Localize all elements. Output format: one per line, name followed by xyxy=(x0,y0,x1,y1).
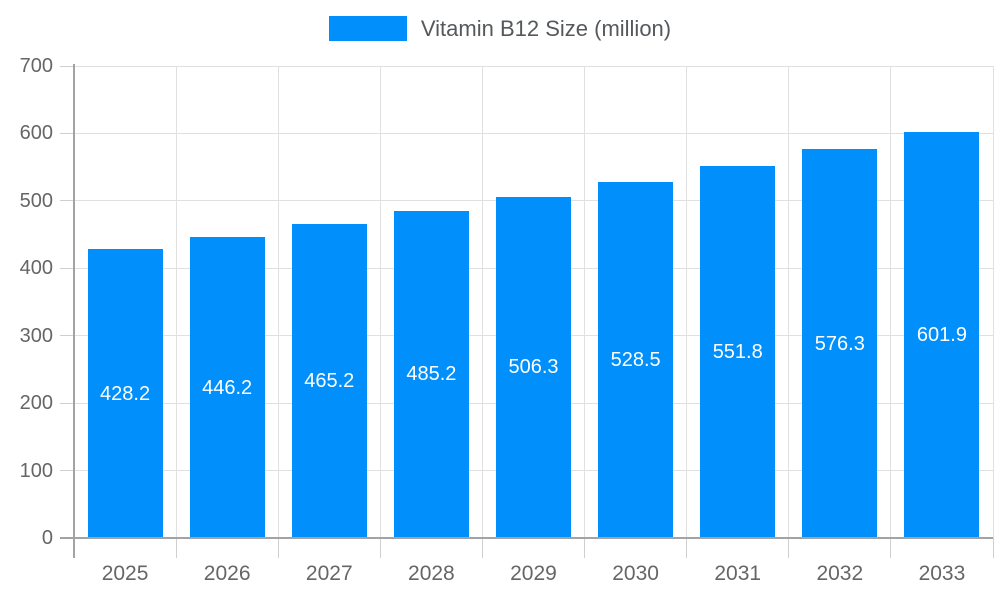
bar-value-label: 528.5 xyxy=(610,348,661,371)
y-tick-label: 500 xyxy=(19,189,53,212)
bar-value-label: 551.8 xyxy=(712,340,763,363)
bar-2032[interactable]: 576.3 xyxy=(802,149,878,538)
bar-value-label: 465.2 xyxy=(304,370,355,393)
bar-2033[interactable]: 601.9 xyxy=(904,132,980,538)
x-tick-2 xyxy=(277,538,279,558)
gridline-x-6 xyxy=(686,66,688,538)
bar-2026[interactable]: 446.2 xyxy=(189,237,265,538)
bar-2031[interactable]: 551.8 xyxy=(700,165,776,538)
x-tick-1 xyxy=(175,538,177,558)
y-axis-line xyxy=(73,64,75,558)
x-tick-8 xyxy=(890,538,892,558)
x-tick-label-2028: 2028 xyxy=(408,562,455,585)
y-tick-label: 700 xyxy=(19,55,53,77)
gridline-x-8 xyxy=(890,66,892,538)
y-tick-label: 200 xyxy=(19,392,53,415)
legend-swatch-icon xyxy=(328,16,407,41)
y-tick-label: 400 xyxy=(19,257,53,280)
y-tick-100 xyxy=(60,470,74,472)
gridline-x-3 xyxy=(379,66,381,538)
bar-value-label: 601.9 xyxy=(916,324,967,347)
legend-item[interactable]: Vitamin B12 Size (million) xyxy=(0,16,1000,41)
y-tick-300 xyxy=(60,335,74,337)
y-tick-label: 600 xyxy=(19,122,53,145)
gridline-x-9 xyxy=(992,66,994,538)
legend-label: Vitamin B12 Size (million) xyxy=(420,16,672,41)
gridline-y-700 xyxy=(74,65,993,67)
bar-2027[interactable]: 465.2 xyxy=(291,224,367,538)
bar-2025[interactable]: 428.2 xyxy=(87,249,163,538)
gridline-x-5 xyxy=(584,66,586,538)
x-tick-label-2030: 2030 xyxy=(612,562,659,585)
x-tick-7 xyxy=(788,538,790,558)
bar-value-label: 506.3 xyxy=(508,356,559,379)
bar-2030[interactable]: 528.5 xyxy=(598,181,674,538)
x-axis-line xyxy=(60,537,993,539)
x-tick-label-2027: 2027 xyxy=(305,562,353,585)
y-tick-label: 300 xyxy=(19,324,53,347)
x-tick-5 xyxy=(584,538,586,558)
gridline-x-4 xyxy=(481,66,483,538)
bar-value-label: 485.2 xyxy=(406,363,457,386)
bar-value-label: 428.2 xyxy=(100,382,151,405)
gridline-x-7 xyxy=(788,66,790,538)
x-tick-label-2025: 2025 xyxy=(101,562,149,585)
bar-2029[interactable]: 506.3 xyxy=(496,196,571,538)
x-tick-label-2033: 2033 xyxy=(918,562,966,585)
x-tick-6 xyxy=(686,538,688,558)
y-tick-label: 100 xyxy=(19,459,53,482)
y-tick-label: 0 xyxy=(41,527,53,549)
x-tick-label-2031: 2031 xyxy=(714,562,762,585)
y-tick-400 xyxy=(60,267,74,269)
x-tick-4 xyxy=(481,538,483,558)
y-tick-200 xyxy=(60,402,74,404)
bar-value-label: 446.2 xyxy=(202,376,253,399)
gridline-y-600 xyxy=(74,132,993,134)
x-tick-3 xyxy=(379,538,381,558)
x-tick-9 xyxy=(992,538,994,558)
bar-2028[interactable]: 485.2 xyxy=(393,210,469,538)
x-tick-label-2029: 2029 xyxy=(510,562,557,585)
gridline-x-1 xyxy=(175,66,177,538)
x-tick-label-2032: 2032 xyxy=(816,562,864,585)
y-tick-500 xyxy=(60,200,74,202)
y-tick-700 xyxy=(60,65,74,67)
gridline-x-2 xyxy=(277,66,279,538)
bar-value-label: 576.3 xyxy=(814,332,865,355)
x-tick-label-2026: 2026 xyxy=(203,562,251,585)
y-tick-600 xyxy=(60,132,74,134)
